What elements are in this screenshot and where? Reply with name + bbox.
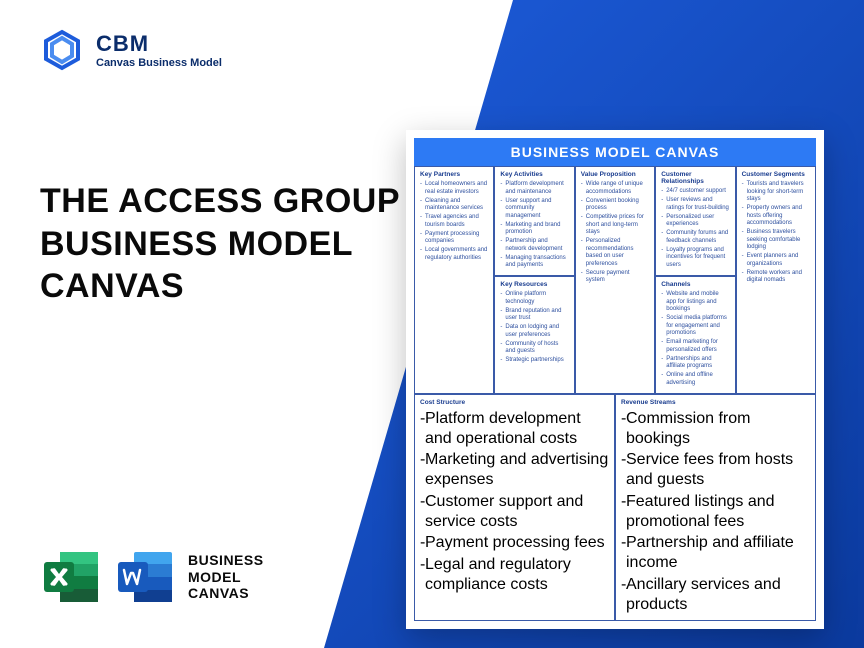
list-item: Partnership and network development [500, 238, 568, 253]
cell-value-proposition: Value Proposition Wide range of unique a… [575, 166, 655, 394]
list-item: Remote workers and digital nomads [742, 270, 810, 285]
files-label-l2: MODEL [188, 569, 264, 586]
cell-customer-relationships: Customer Relationships 24/7 customer sup… [655, 166, 735, 276]
cell-heading: Customer Relationships [661, 171, 729, 185]
cell-heading: Cost Structure [420, 399, 609, 406]
list-item: Travel agencies and tourism boards [420, 214, 488, 229]
list-item: Service fees from hosts and guests [621, 450, 810, 490]
cell-heading: Key Partners [420, 171, 488, 178]
cell-channels: Channels Website and mobile app for list… [655, 276, 735, 394]
files-label-l3: CANVAS [188, 585, 264, 602]
list-item: Partnership and affiliate income [621, 533, 810, 573]
list-item: Brand reputation and user trust [500, 308, 568, 323]
list-item: Personalized recommendations based on us… [581, 238, 649, 268]
logo-title: CBM [96, 31, 222, 57]
cell-heading: Customer Segments [742, 171, 810, 178]
cell-key-partners: Key Partners Local homeowners and real e… [414, 166, 494, 394]
canvas-bottom-row: Cost Structure Platform development and … [414, 394, 816, 622]
list-item: Competitive prices for short and long-te… [581, 214, 649, 237]
list-item: Secure payment system [581, 270, 649, 285]
canvas-card-title: BUSINESS MODEL CANVAS [414, 138, 816, 166]
excel-icon [40, 546, 102, 608]
cell-heading: Revenue Streams [621, 399, 810, 406]
list-item: Social media platforms for engagement an… [661, 315, 729, 338]
cell-list: Online platform technology Brand reputati… [500, 291, 568, 365]
files-label: BUSINESS MODEL CANVAS [188, 552, 264, 602]
list-item: 24/7 customer support [661, 188, 729, 196]
list-item: Ancillary services and products [621, 575, 810, 615]
list-item: User support and community management [500, 198, 568, 221]
list-item: Event planners and organizations [742, 253, 810, 268]
cell-heading: Value Proposition [581, 171, 649, 178]
cell-list: Website and mobile app for listings and … [661, 291, 729, 387]
list-item: Featured listings and promotional fees [621, 492, 810, 532]
list-item: User reviews and ratings for trust-build… [661, 197, 729, 212]
cell-revenue-streams: Revenue Streams Commission from bookings… [615, 394, 816, 622]
list-item: Partnerships and affiliate programs [661, 356, 729, 371]
cell-heading: Channels [661, 281, 729, 288]
file-icons-block: BUSINESS MODEL CANVAS [40, 546, 264, 608]
cell-cost-structure: Cost Structure Platform development and … [414, 394, 615, 622]
cell-key-resources: Key Resources Online platform technology… [494, 276, 574, 394]
cell-heading: Key Resources [500, 281, 568, 288]
cell-list: Tourists and travelers looking for short… [742, 181, 810, 285]
list-item: Marketing and advertising expenses [420, 450, 609, 490]
list-item: Platform development and maintenance [500, 181, 568, 196]
list-item: Legal and regulatory compliance costs [420, 555, 609, 595]
files-label-l1: BUSINESS [188, 552, 264, 569]
list-item: Payment processing companies [420, 231, 488, 246]
list-item: Personalized user experiences [661, 214, 729, 229]
list-item: Loyalty programs and incentives for freq… [661, 247, 729, 270]
cell-list: Commission from bookingsService fees fro… [621, 409, 810, 615]
list-item: Platform development and operational cos… [420, 409, 609, 449]
logo-subtitle: Canvas Business Model [96, 57, 222, 69]
list-item: Wide range of unique accommodations [581, 181, 649, 196]
list-item: Customer support and service costs [420, 492, 609, 532]
list-item: Data on lodging and user preferences [500, 324, 568, 339]
list-item: Community forums and feedback channels [661, 230, 729, 245]
page-headline: THE ACCESS GROUP BUSINESS MODEL CANVAS [40, 180, 400, 308]
list-item: Local governments and regulatory authori… [420, 247, 488, 262]
list-item: Property owners and hosts offering accom… [742, 205, 810, 228]
list-item: Email marketing for personalized offers [661, 339, 729, 354]
list-item: Website and mobile app for listings and … [661, 291, 729, 314]
list-item: Tourists and travelers looking for short… [742, 181, 810, 204]
cell-list: Wide range of unique accommodations Conve… [581, 181, 649, 285]
list-item: Strategic partnerships [500, 357, 568, 365]
list-item: Cleaning and maintenance services [420, 198, 488, 213]
canvas-grid: Key Partners Local homeowners and real e… [414, 166, 816, 394]
list-item: Local homeowners and real estate investo… [420, 181, 488, 196]
cell-key-activities: Key Activities Platform development and … [494, 166, 574, 276]
cell-list: 24/7 customer supportUser reviews and ra… [661, 188, 729, 269]
list-item: Convenient booking process [581, 198, 649, 213]
list-item: Community of hosts and guests [500, 341, 568, 356]
list-item: Online platform technology [500, 291, 568, 306]
cbm-logo-icon [40, 28, 84, 72]
cell-heading: Key Activities [500, 171, 568, 178]
canvas-card: BUSINESS MODEL CANVAS Key Partners Local… [406, 130, 824, 629]
logo-block: CBM Canvas Business Model [40, 28, 222, 72]
list-item: Commission from bookings [621, 409, 810, 449]
list-item: Business travelers seeking comfortable l… [742, 229, 810, 252]
list-item: Managing transactions and payments [500, 255, 568, 270]
cell-customer-segments: Customer Segments Tourists and travelers… [736, 166, 816, 394]
list-item: Online and offline advertising [661, 372, 729, 387]
list-item: Payment processing fees [420, 533, 609, 553]
word-icon [114, 546, 176, 608]
cell-list: Platform development and operational cos… [420, 409, 609, 595]
list-item: Marketing and brand promotion [500, 222, 568, 237]
cell-list: Local homeowners and real estate investo… [420, 181, 488, 262]
cell-list: Platform development and maintenance User… [500, 181, 568, 270]
